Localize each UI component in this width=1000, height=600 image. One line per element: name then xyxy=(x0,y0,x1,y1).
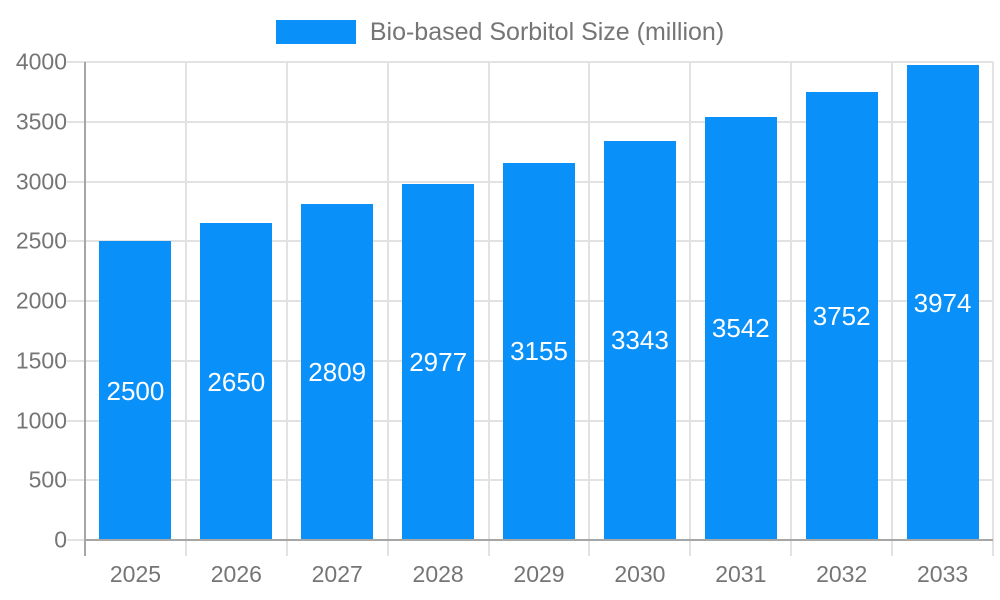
bar-value-label: 3752 xyxy=(812,300,871,331)
y-axis-labels: 0 500 1000 1500 2000 2500 3000 3500 4000 xyxy=(0,49,67,553)
v-gridline xyxy=(588,62,591,556)
v-gridline xyxy=(285,62,288,556)
v-gridline xyxy=(992,62,994,556)
bar-2028: 2977 xyxy=(402,184,475,540)
x-tick-label: 2031 xyxy=(715,560,767,587)
x-axis-line xyxy=(85,539,993,541)
legend[interactable]: Bio-based Sorbitol Size (million) xyxy=(0,18,1000,46)
legend-swatch[interactable] xyxy=(275,20,356,44)
y-tick-label: 0 xyxy=(54,526,67,553)
bar-slot: 3752 xyxy=(791,62,892,540)
bar-value-label: 2650 xyxy=(207,366,266,397)
bar-slot: 2809 xyxy=(287,62,388,540)
x-tick-label: 2029 xyxy=(513,560,565,587)
bar-slot: 3542 xyxy=(690,62,791,540)
x-tick-label: 2026 xyxy=(210,560,262,587)
x-axis-labels: 2025 2026 2027 2028 2029 2030 2031 2032 2033 xyxy=(85,554,993,594)
y-tick-label: 3500 xyxy=(15,108,67,135)
y-tick-label: 1500 xyxy=(15,347,67,374)
bar-2032: 3752 xyxy=(805,91,878,540)
bar-value-label: 3155 xyxy=(510,336,568,367)
h-gridline xyxy=(67,120,993,123)
y-tick-label: 500 xyxy=(28,466,67,493)
bar-2027: 2809 xyxy=(301,204,374,540)
y-tick-label: 2000 xyxy=(15,287,67,314)
bar-value-label: 3974 xyxy=(913,287,972,318)
bar-2030: 3343 xyxy=(603,140,676,540)
bar-2033: 3974 xyxy=(906,65,979,540)
bar-series: 2500 2650 2809 2977 3155 3343 3542 3752 3974 xyxy=(85,62,993,540)
bar-2026: 2650 xyxy=(200,223,273,540)
x-tick-label: 2027 xyxy=(311,560,363,587)
y-tick-label: 3000 xyxy=(15,168,67,194)
bar-value-label: 2809 xyxy=(308,357,367,388)
legend-label[interactable]: Bio-based Sorbitol Size (million) xyxy=(369,17,725,46)
bar-2025: 2500 xyxy=(99,241,172,540)
bar-slot: 3974 xyxy=(892,62,993,540)
bar-slot: 2650 xyxy=(186,62,287,540)
bar-slot: 3155 xyxy=(489,62,590,540)
v-gridline xyxy=(386,62,389,556)
bar-value-label: 3542 xyxy=(711,313,770,344)
y-tick-label: 1000 xyxy=(15,407,67,433)
x-tick-label: 2030 xyxy=(614,560,666,587)
v-gridline xyxy=(184,62,187,556)
x-tick-label: 2025 xyxy=(109,560,162,587)
bar-2029: 3155 xyxy=(503,162,575,540)
v-gridline xyxy=(790,62,793,556)
bar-slot: 2500 xyxy=(85,62,186,540)
zero-tick xyxy=(67,539,85,541)
x-tick-label: 2033 xyxy=(916,560,969,587)
bar-2031: 3542 xyxy=(704,116,777,540)
v-gridline xyxy=(689,62,692,556)
x-tick-label: 2028 xyxy=(412,560,464,587)
bar-slot: 3343 xyxy=(589,62,690,540)
bar-value-label: 2500 xyxy=(106,375,165,406)
h-gridline xyxy=(67,61,993,63)
x-tick-label: 2032 xyxy=(816,560,868,587)
v-gridline xyxy=(487,62,490,556)
y-axis-line xyxy=(84,62,86,556)
plot-area: 2500 2650 2809 2977 3155 3343 3542 3752 3974 xyxy=(67,61,994,556)
v-gridline xyxy=(891,62,894,556)
bar-slot: 2977 xyxy=(388,62,489,540)
y-tick-label: 4000 xyxy=(15,48,67,75)
y-tick-label: 2500 xyxy=(15,227,67,254)
bar-value-label: 2977 xyxy=(409,347,468,378)
bar-value-label: 3343 xyxy=(610,325,669,356)
